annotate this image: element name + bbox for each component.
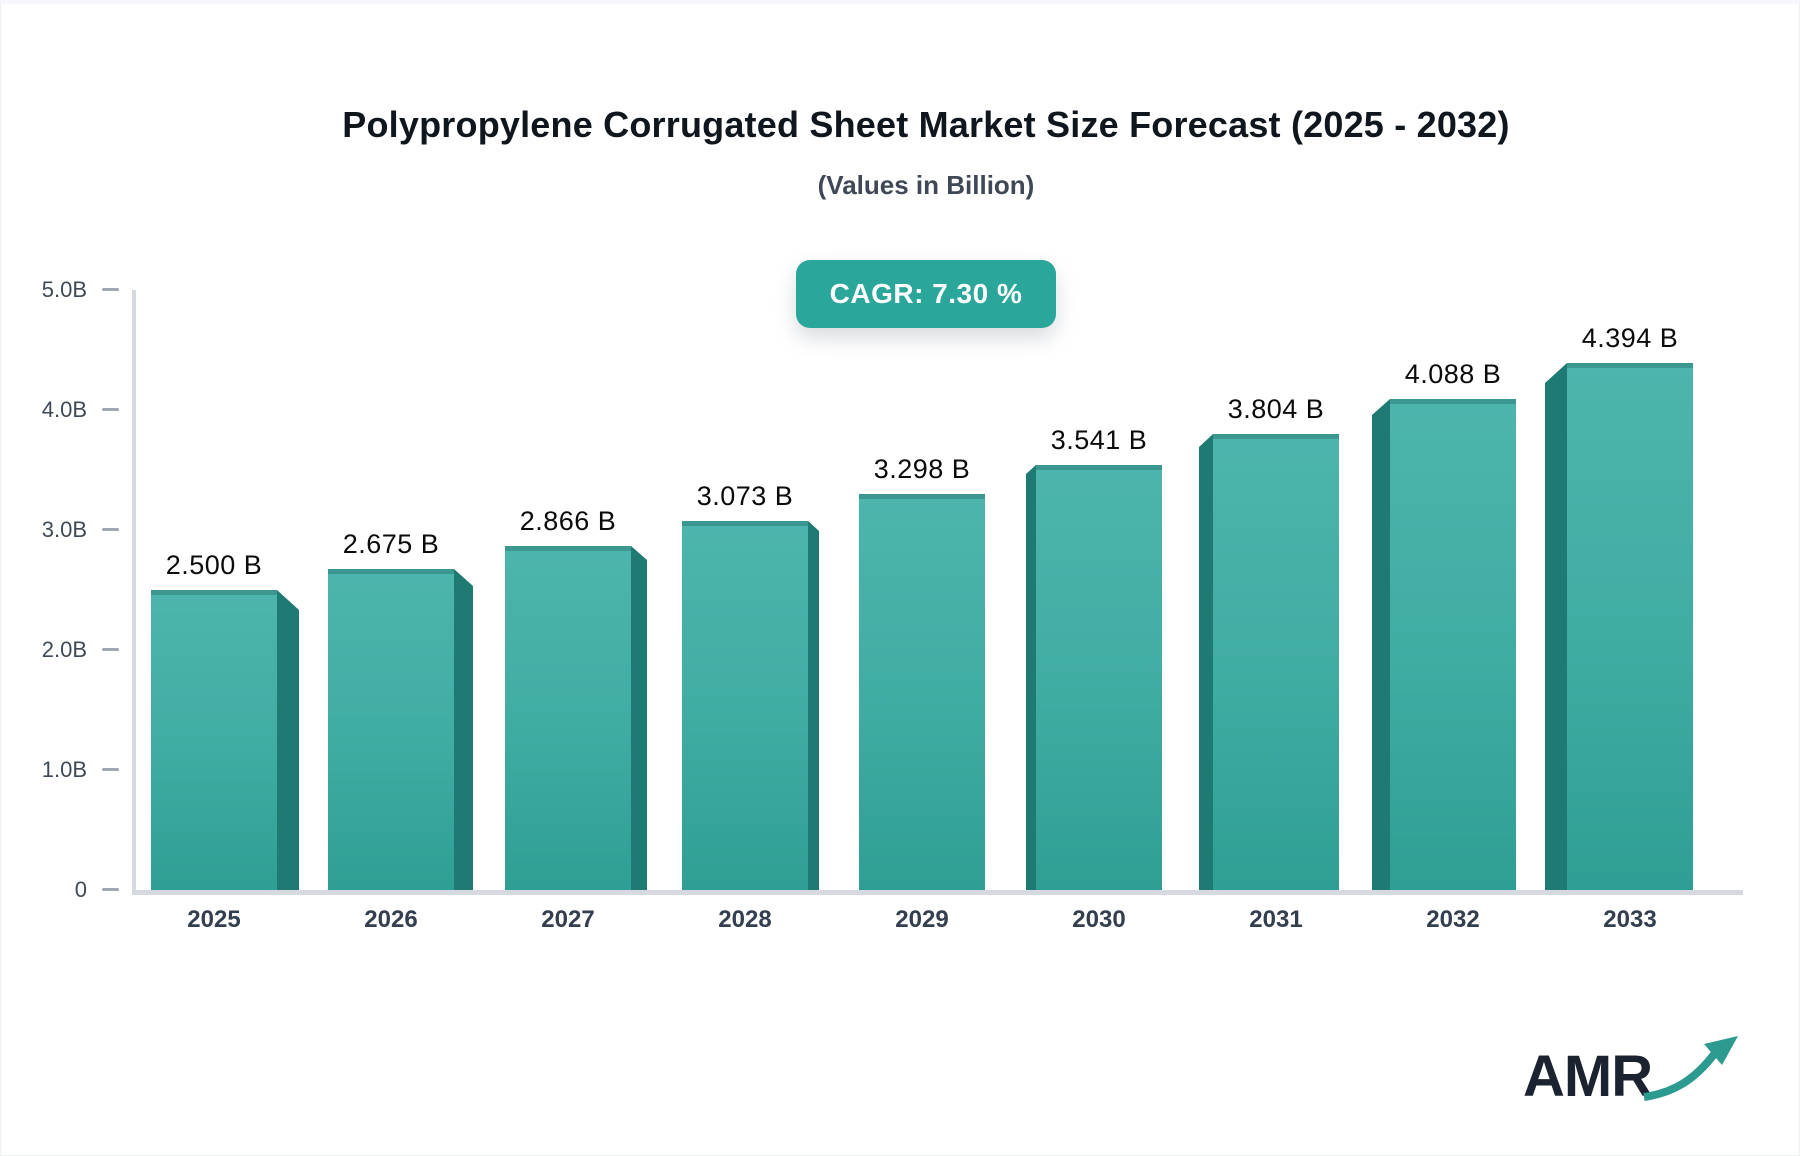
- x-axis-label: 2026: [364, 906, 418, 933]
- y-axis-tick-label: 3.0B: [41, 517, 87, 542]
- x-axis-label: 2033: [1603, 906, 1657, 933]
- bar-side-face: [1026, 465, 1036, 890]
- y-axis-tick-mark: [102, 648, 119, 651]
- y-axis-tick-label: 4.0B: [41, 397, 87, 422]
- bar-2025: [151, 590, 277, 890]
- x-axis-label: 2032: [1426, 906, 1480, 933]
- bar-value-label: 3.298 B: [873, 454, 971, 484]
- x-axis-label: 2028: [718, 906, 772, 933]
- bar-value-label: 4.394 B: [1581, 323, 1679, 353]
- y-axis-tick-label: 5.0B: [41, 277, 87, 302]
- bar-2028: [682, 521, 808, 890]
- bar-2029: [859, 494, 985, 890]
- amr-logo: AMR: [1523, 1034, 1742, 1108]
- bar-2031: [1213, 434, 1339, 890]
- bar-2027: [505, 546, 631, 890]
- cagr-badge: CAGR: 7.30 %: [795, 260, 1057, 328]
- bar-value-label: 3.541 B: [1050, 425, 1148, 455]
- bar-side-face: [1372, 399, 1390, 890]
- x-axis-label: 2027: [541, 906, 595, 933]
- x-axis-label: 2030: [1072, 906, 1126, 933]
- growth-arrow-icon: [1643, 1036, 1739, 1101]
- bar-side-face: [631, 546, 647, 890]
- bar-2032: [1390, 399, 1516, 890]
- y-axis-tick-mark: [102, 768, 119, 771]
- y-axis-tick-mark: [102, 888, 119, 891]
- x-axis-line: [132, 890, 1743, 895]
- bar-side-face: [277, 590, 299, 890]
- bar-chart-plot: 0 1.0B 2.0B 3.0B 4.0B 5.0B 2.500 B 2025 2.675 B 2…: [1, 4, 1799, 1155]
- bar-side-face: [1199, 434, 1213, 890]
- y-axis-tick-label: 2.0B: [41, 637, 87, 662]
- y-axis-tick-label: 0: [74, 877, 87, 902]
- cagr-badge-wrap: CAGR: 7.30 %: [126, 260, 1726, 328]
- bar-value-label: 2.675 B: [342, 529, 440, 559]
- bar-value-label: 2.866 B: [519, 506, 617, 536]
- bar-2030: [1036, 465, 1162, 890]
- y-axis-line: [132, 290, 136, 895]
- bar-2026: [328, 569, 454, 890]
- bar-side-face: [454, 569, 473, 890]
- x-axis-label: 2031: [1249, 906, 1303, 933]
- y-axis-tick-mark: [102, 528, 119, 531]
- page-subtitle: (Values in Billion): [817, 170, 1035, 200]
- bar-value-label: 3.073 B: [696, 481, 794, 511]
- bar-side-face: [808, 521, 819, 890]
- y-axis-tick-label: 1.0B: [41, 757, 87, 782]
- y-axis-tick-mark: [102, 288, 119, 291]
- x-axis-label: 2025: [187, 906, 241, 933]
- y-axis-tick-mark: [102, 408, 119, 411]
- bar-value-label: 4.088 B: [1404, 359, 1502, 389]
- page-title: Polypropylene Corrugated Sheet Market Si…: [342, 104, 1510, 145]
- x-axis-label: 2029: [895, 906, 949, 933]
- bar-value-label: 2.500 B: [165, 550, 263, 580]
- bar-side-face: [1545, 363, 1567, 890]
- amr-logo-text: AMR: [1523, 1044, 1653, 1109]
- bar-value-label: 3.804 B: [1227, 394, 1325, 424]
- bar-2033: [1567, 363, 1693, 890]
